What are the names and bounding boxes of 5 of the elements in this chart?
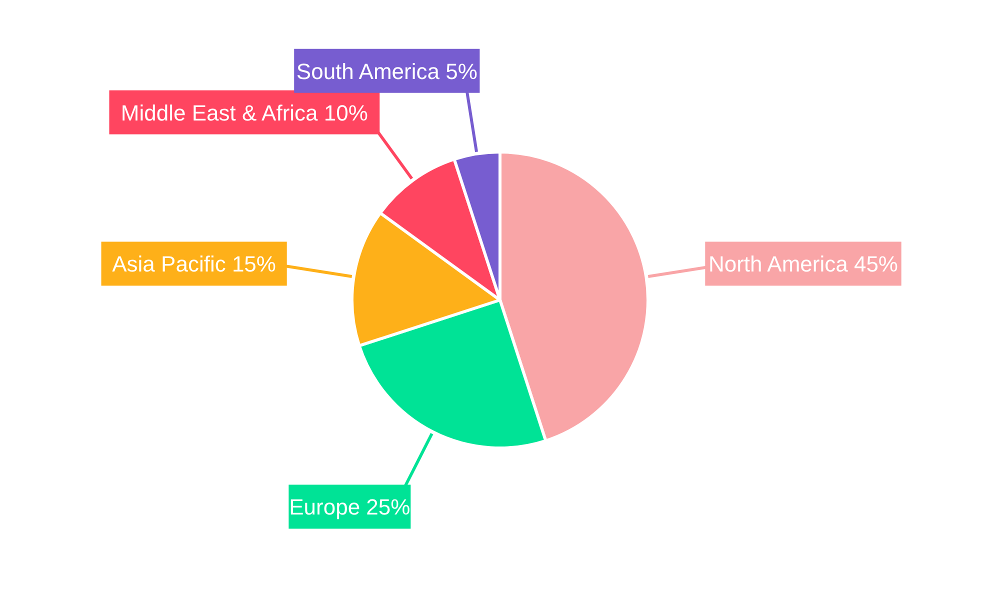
slice-label: North America 45% <box>708 252 898 277</box>
slice-label: South America 5% <box>296 58 478 84</box>
slice-label: Europe 25% <box>289 494 410 520</box>
slice-label: Middle East & Africa 10% <box>120 100 368 126</box>
slice-label: Asia Pacific 15% <box>112 252 276 277</box>
